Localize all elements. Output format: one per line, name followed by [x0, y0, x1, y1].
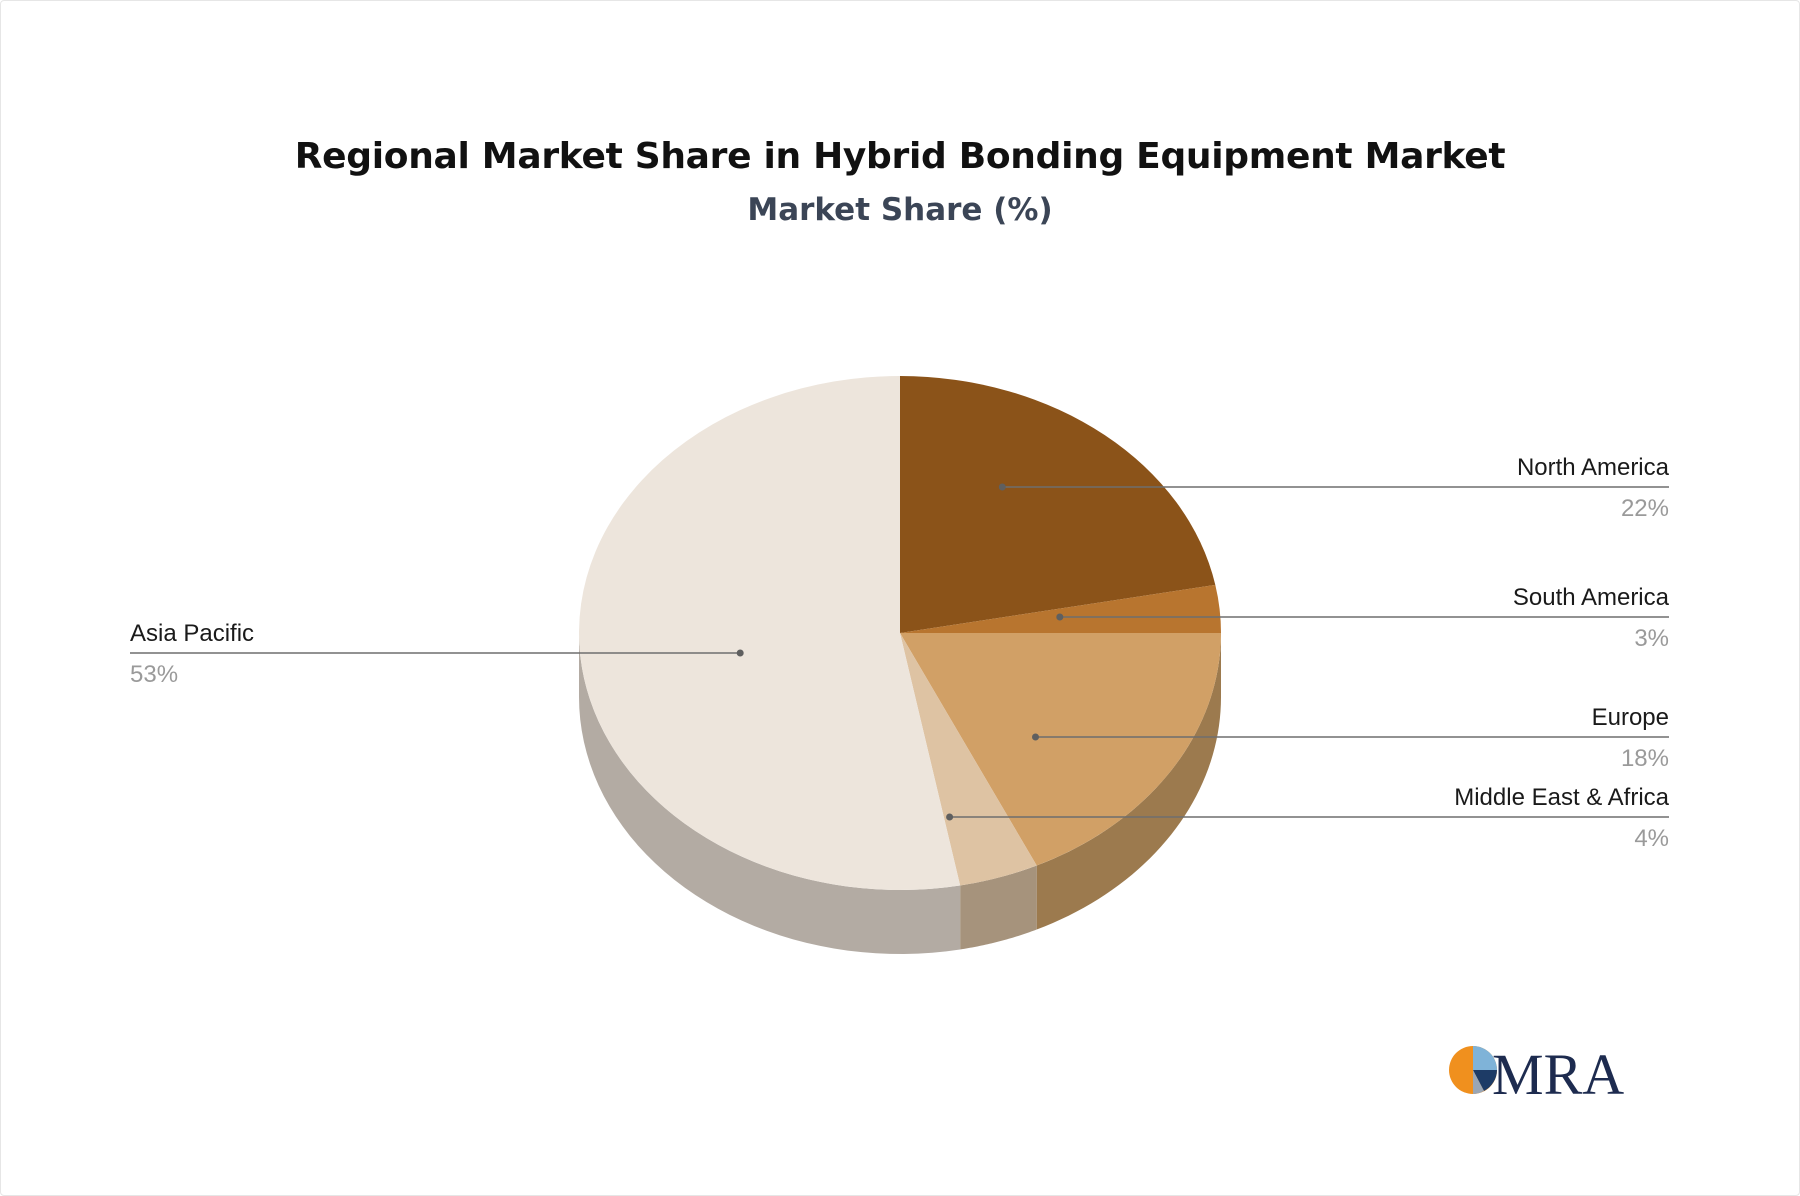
label-south-america: South America — [1513, 584, 1670, 611]
logo-pie-icon — [1449, 1046, 1497, 1094]
value-label-middle-east-and-africa: 4% — [1634, 825, 1669, 852]
value-label-europe: 18% — [1621, 745, 1669, 772]
chart-subtitle: Market Share (%) — [747, 192, 1053, 228]
value-label-asia-pacific: 53% — [130, 661, 178, 688]
label-europe: Europe — [1592, 704, 1669, 731]
mra-logo: MRA — [1448, 1040, 1638, 1107]
pie-labels: North America 22% South America 3% Europe 18%… — [130, 454, 1670, 852]
leader-dot-asia-pacific — [736, 649, 744, 657]
pie-sides — [579, 633, 1221, 954]
pie-side-middle-east-and-africa — [960, 865, 1037, 950]
pie-slice-middle-east-and-africa — [900, 633, 1037, 886]
pie-slice-north-america — [900, 376, 1216, 633]
leader-dot-middle-east-and-africa — [946, 813, 954, 821]
pie-side-europe — [1036, 633, 1221, 930]
label-asia-pacific: Asia Pacific — [130, 620, 254, 647]
pie-leader-lines — [130, 483, 1669, 821]
leader-dot-south-america — [1056, 613, 1064, 621]
logo-text: MRA — [1492, 1042, 1624, 1100]
label-middle-east-and-africa: Middle East & Africa — [1454, 784, 1669, 811]
pie-side-asia-pacific — [579, 633, 961, 954]
leader-dot-europe — [1032, 733, 1039, 741]
pie-slices — [579, 376, 1221, 890]
chart-title: Regional Market Share in Hybrid Bonding … — [294, 136, 1506, 177]
pie-slice-europe — [900, 633, 1221, 866]
pie-slice-asia-pacific — [579, 376, 961, 890]
pie-slice-south-america — [900, 584, 1221, 633]
label-north-america: North America — [1517, 454, 1670, 481]
leader-dot-north-america — [998, 483, 1006, 491]
value-label-south-america: 3% — [1634, 625, 1669, 652]
value-label-north-america: 22% — [1621, 495, 1669, 522]
